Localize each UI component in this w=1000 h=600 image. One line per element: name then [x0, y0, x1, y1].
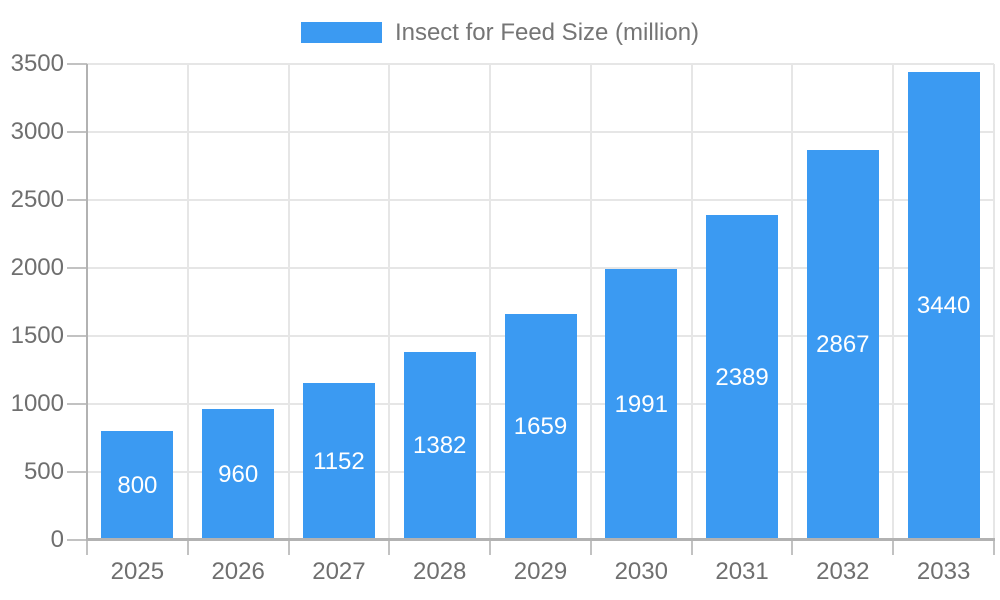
bar-2032: 2867: [806, 150, 879, 540]
bar-2026: 960: [202, 409, 275, 540]
x-axis-line: [86, 538, 995, 541]
v-gridline: [489, 64, 492, 538]
y-axis-tick: [67, 63, 87, 65]
y-axis-tick: [67, 403, 87, 405]
x-axis-tick: [690, 541, 693, 555]
bar-2025: 800: [101, 431, 174, 540]
y-axis-tick: [67, 199, 87, 201]
x-axis-tick: [791, 541, 794, 555]
v-gridline: [892, 64, 895, 538]
h-gridline: [87, 267, 994, 269]
x-axis-tick: [86, 541, 88, 555]
y-axis-tick: [67, 335, 87, 337]
bar-2027: 1152: [302, 383, 375, 540]
x-axis-tick: [892, 541, 895, 555]
bar-value-label: 1991: [614, 390, 668, 418]
x-axis-tick: [489, 541, 492, 555]
bar-2030: 1991: [605, 269, 678, 540]
h-gridline: [87, 199, 994, 201]
v-gridline: [791, 64, 794, 538]
x-axis-label: 2029: [513, 558, 568, 585]
v-gridline: [690, 64, 693, 538]
x-axis-label: 2032: [816, 558, 870, 585]
x-axis-label: 2031: [715, 558, 769, 585]
x-axis-tick: [388, 541, 391, 555]
y-axis-line: [86, 64, 88, 540]
x-axis-tick: [589, 541, 592, 555]
bar-value-label: 1382: [413, 432, 467, 460]
v-gridline: [589, 64, 592, 538]
y-axis-tick: [67, 131, 87, 133]
x-axis-label: 2028: [413, 558, 467, 585]
x-axis-label: 2025: [110, 558, 165, 585]
x-axis-label: 2026: [211, 558, 265, 585]
bar-value-label: 1659: [513, 413, 568, 441]
y-axis-label: 500: [23, 458, 64, 485]
y-axis-label: 0: [50, 526, 64, 553]
y-axis-label: 1000: [10, 390, 64, 417]
x-axis-label: 2033: [916, 558, 971, 585]
v-gridline: [993, 64, 995, 538]
bar-value-label: 2389: [715, 363, 769, 391]
legend-swatch: [300, 22, 382, 43]
y-axis-tick: [67, 539, 87, 541]
bar-value-label: 3440: [916, 292, 971, 320]
y-axis-label: 3500: [10, 50, 64, 77]
y-axis-label: 2000: [10, 254, 64, 281]
bar-2029: 1659: [504, 314, 577, 540]
bar-2033: 3440: [907, 72, 980, 540]
bar-value-label: 2867: [816, 331, 870, 359]
bar-value-label: 1152: [313, 447, 365, 475]
legend-label: Insect for Feed Size (million): [394, 19, 700, 46]
y-axis-label: 1500: [10, 322, 64, 349]
v-gridline: [287, 64, 290, 538]
y-axis-label: 3000: [10, 118, 64, 145]
y-axis-tick: [67, 267, 87, 269]
y-axis-label: 2500: [10, 186, 64, 213]
x-axis-label: 2027: [312, 558, 366, 585]
h-gridline: [87, 131, 994, 133]
y-axis-tick: [67, 471, 87, 473]
bar-value-label: 960: [218, 460, 259, 488]
x-axis-tick: [287, 541, 290, 555]
v-gridline: [186, 64, 189, 538]
v-gridline: [388, 64, 391, 538]
x-axis-tick: [186, 541, 189, 555]
x-axis-tick: [993, 541, 995, 555]
x-axis-label: 2030: [614, 558, 668, 585]
h-gridline: [87, 63, 994, 65]
bar-2031: 2389: [706, 215, 779, 540]
bar-value-label: 800: [117, 471, 158, 499]
bar-2028: 1382: [403, 352, 476, 540]
legend: Insect for Feed Size (million): [0, 19, 1000, 46]
